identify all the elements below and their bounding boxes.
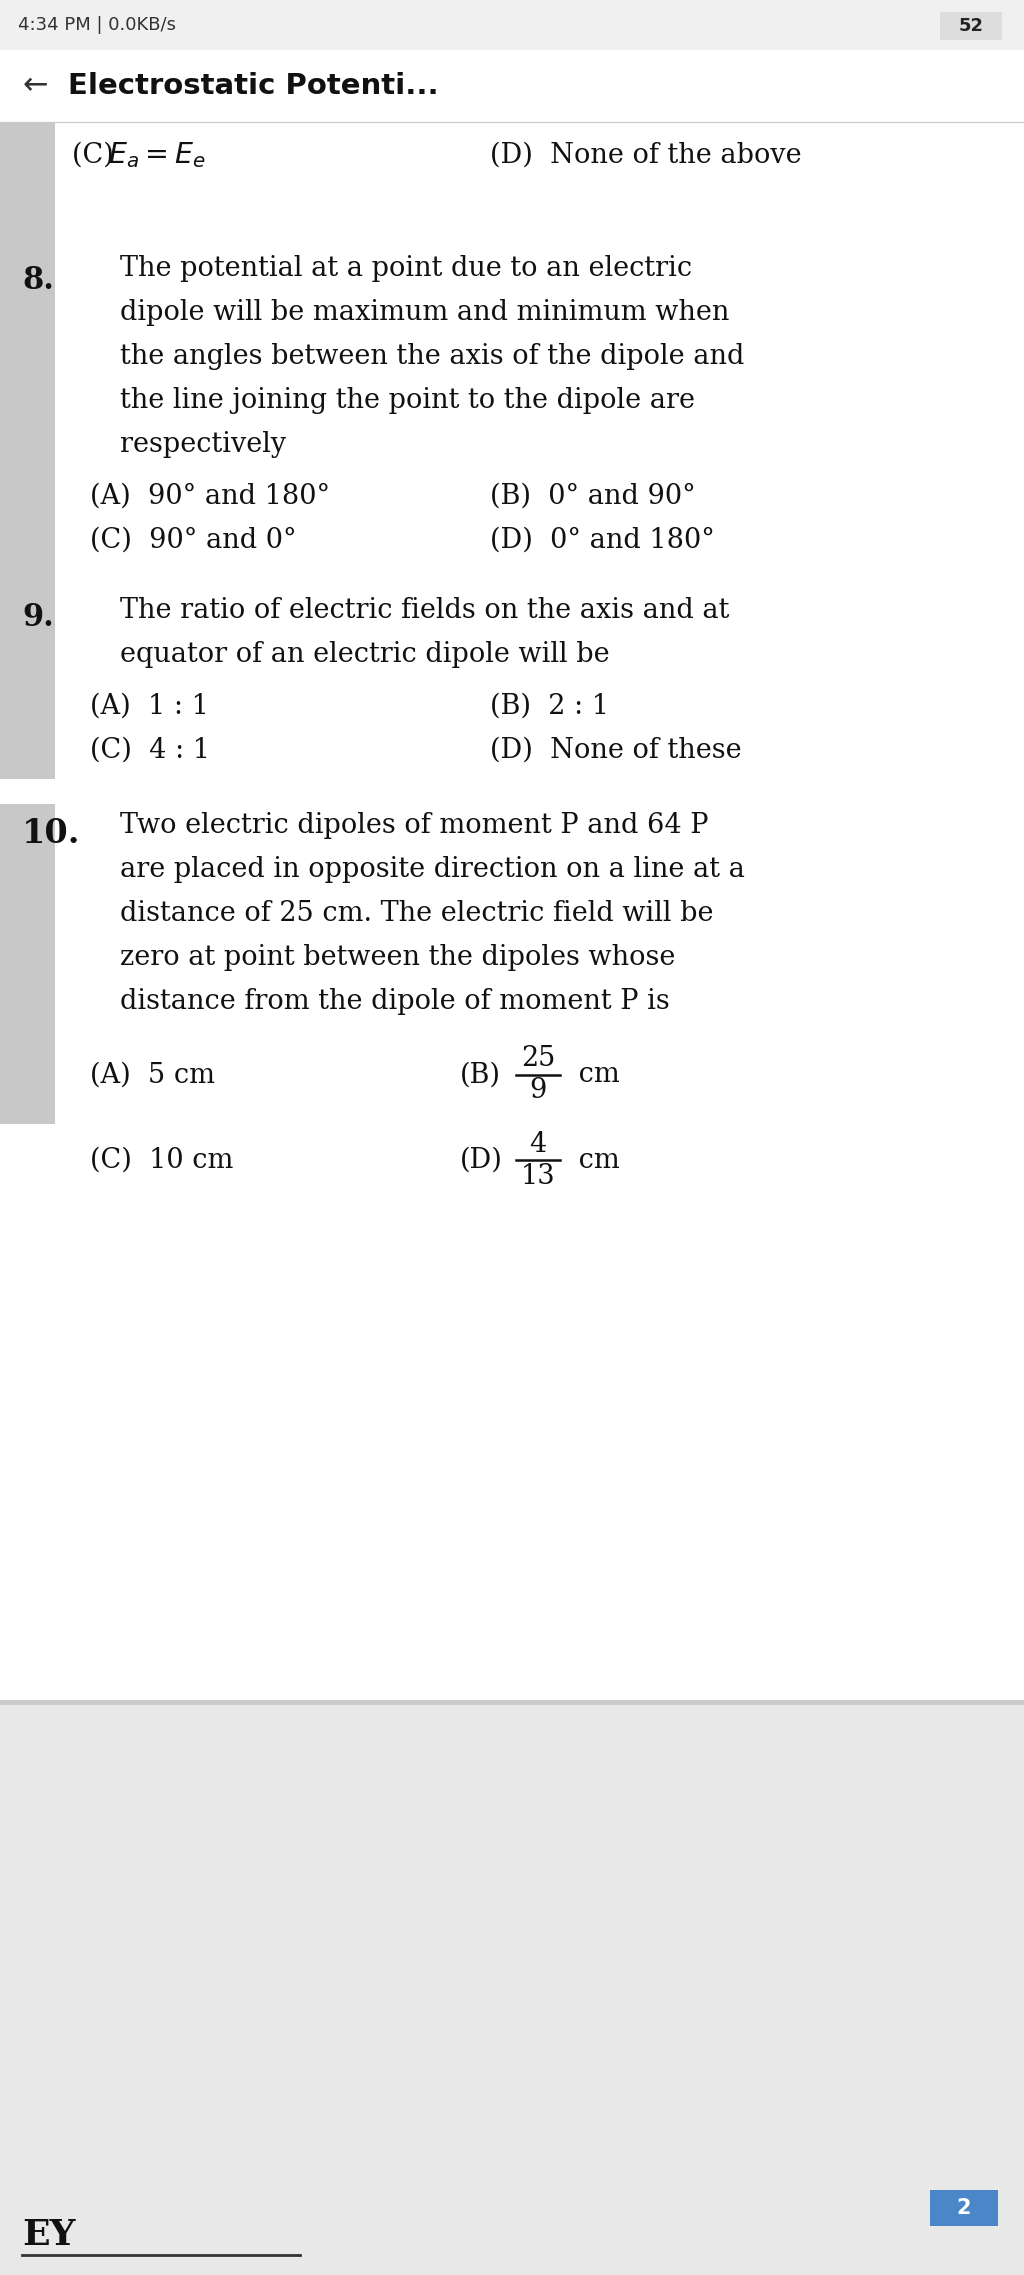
Text: the angles between the axis of the dipole and: the angles between the axis of the dipol… bbox=[120, 344, 744, 371]
Text: distance from the dipole of moment P is: distance from the dipole of moment P is bbox=[120, 987, 670, 1015]
Text: 10.: 10. bbox=[22, 817, 81, 851]
Text: ←: ← bbox=[22, 71, 47, 100]
Text: Electrostatic Potenti...: Electrostatic Potenti... bbox=[68, 73, 438, 100]
Bar bbox=[0, 1699, 1024, 1704]
Bar bbox=[0, 1699, 1024, 2275]
Text: zero at point between the dipoles whose: zero at point between the dipoles whose bbox=[120, 944, 676, 971]
Bar bbox=[0, 803, 55, 1124]
Text: (D)  None of these: (D) None of these bbox=[490, 737, 741, 764]
Text: (B): (B) bbox=[460, 1062, 501, 1087]
Text: (C): (C) bbox=[72, 141, 131, 168]
Text: the line joining the point to the dipole are: the line joining the point to the dipole… bbox=[120, 387, 695, 414]
Text: (D)  0° and 180°: (D) 0° and 180° bbox=[490, 528, 715, 555]
Text: 25: 25 bbox=[521, 1046, 555, 1072]
Bar bbox=[930, 2191, 998, 2225]
Text: cm: cm bbox=[570, 1147, 620, 1174]
Text: equator of an electric dipole will be: equator of an electric dipole will be bbox=[120, 642, 609, 669]
Text: (A)  90° and 180°: (A) 90° and 180° bbox=[90, 482, 330, 510]
Text: dipole will be maximum and minimum when: dipole will be maximum and minimum when bbox=[120, 298, 729, 325]
Text: 13: 13 bbox=[520, 1163, 555, 1190]
Text: (B)  0° and 90°: (B) 0° and 90° bbox=[490, 482, 695, 510]
Text: respectively: respectively bbox=[120, 430, 286, 457]
Bar bbox=[0, 589, 55, 778]
Text: 8.: 8. bbox=[22, 264, 54, 296]
Text: cm: cm bbox=[570, 1062, 620, 1087]
Text: (C)  4 : 1: (C) 4 : 1 bbox=[90, 737, 210, 764]
Text: distance of 25 cm. The electric field will be: distance of 25 cm. The electric field wi… bbox=[120, 901, 714, 926]
Text: The potential at a point due to an electric: The potential at a point due to an elect… bbox=[120, 255, 692, 282]
Bar bbox=[0, 50, 1024, 123]
Text: Two electric dipoles of moment P and 64 P: Two electric dipoles of moment P and 64 … bbox=[120, 812, 709, 839]
Text: (D): (D) bbox=[460, 1147, 503, 1174]
Text: (B)  2 : 1: (B) 2 : 1 bbox=[490, 694, 609, 719]
Bar bbox=[0, 0, 1024, 50]
Text: 4: 4 bbox=[529, 1131, 547, 1158]
Text: 9.: 9. bbox=[22, 603, 53, 632]
Bar bbox=[940, 11, 1002, 41]
Bar bbox=[0, 123, 55, 237]
Text: (A)  5 cm: (A) 5 cm bbox=[90, 1062, 215, 1087]
Text: 4:34 PM | 0.0KB/s: 4:34 PM | 0.0KB/s bbox=[18, 16, 176, 34]
Text: 9: 9 bbox=[529, 1078, 547, 1103]
Text: $E_a = E_e$: $E_a = E_e$ bbox=[108, 141, 206, 171]
Text: 2: 2 bbox=[956, 2198, 971, 2218]
Text: are placed in opposite direction on a line at a: are placed in opposite direction on a li… bbox=[120, 855, 744, 883]
Text: (C)  10 cm: (C) 10 cm bbox=[90, 1147, 233, 1174]
Text: The ratio of electric fields on the axis and at: The ratio of electric fields on the axis… bbox=[120, 596, 729, 623]
Text: 52: 52 bbox=[958, 16, 983, 34]
Text: (D)  None of the above: (D) None of the above bbox=[490, 141, 802, 168]
Text: (C)  90° and 0°: (C) 90° and 0° bbox=[90, 528, 297, 555]
Text: (A)  1 : 1: (A) 1 : 1 bbox=[90, 694, 209, 719]
Text: EY: EY bbox=[22, 2218, 76, 2252]
Bar bbox=[0, 237, 55, 596]
